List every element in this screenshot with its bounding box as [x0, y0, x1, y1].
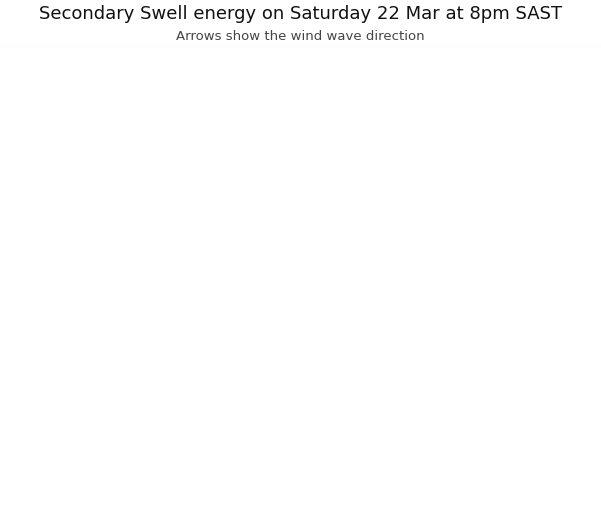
- Text: Arrows show the wind wave direction: Arrows show the wind wave direction: [176, 30, 425, 43]
- Text: Secondary Swell energy on Saturday 22 Mar at 8pm SAST: Secondary Swell energy on Saturday 22 Ma…: [39, 5, 562, 23]
- Text: No module named 'cartopy': No module named 'cartopy': [223, 274, 378, 284]
